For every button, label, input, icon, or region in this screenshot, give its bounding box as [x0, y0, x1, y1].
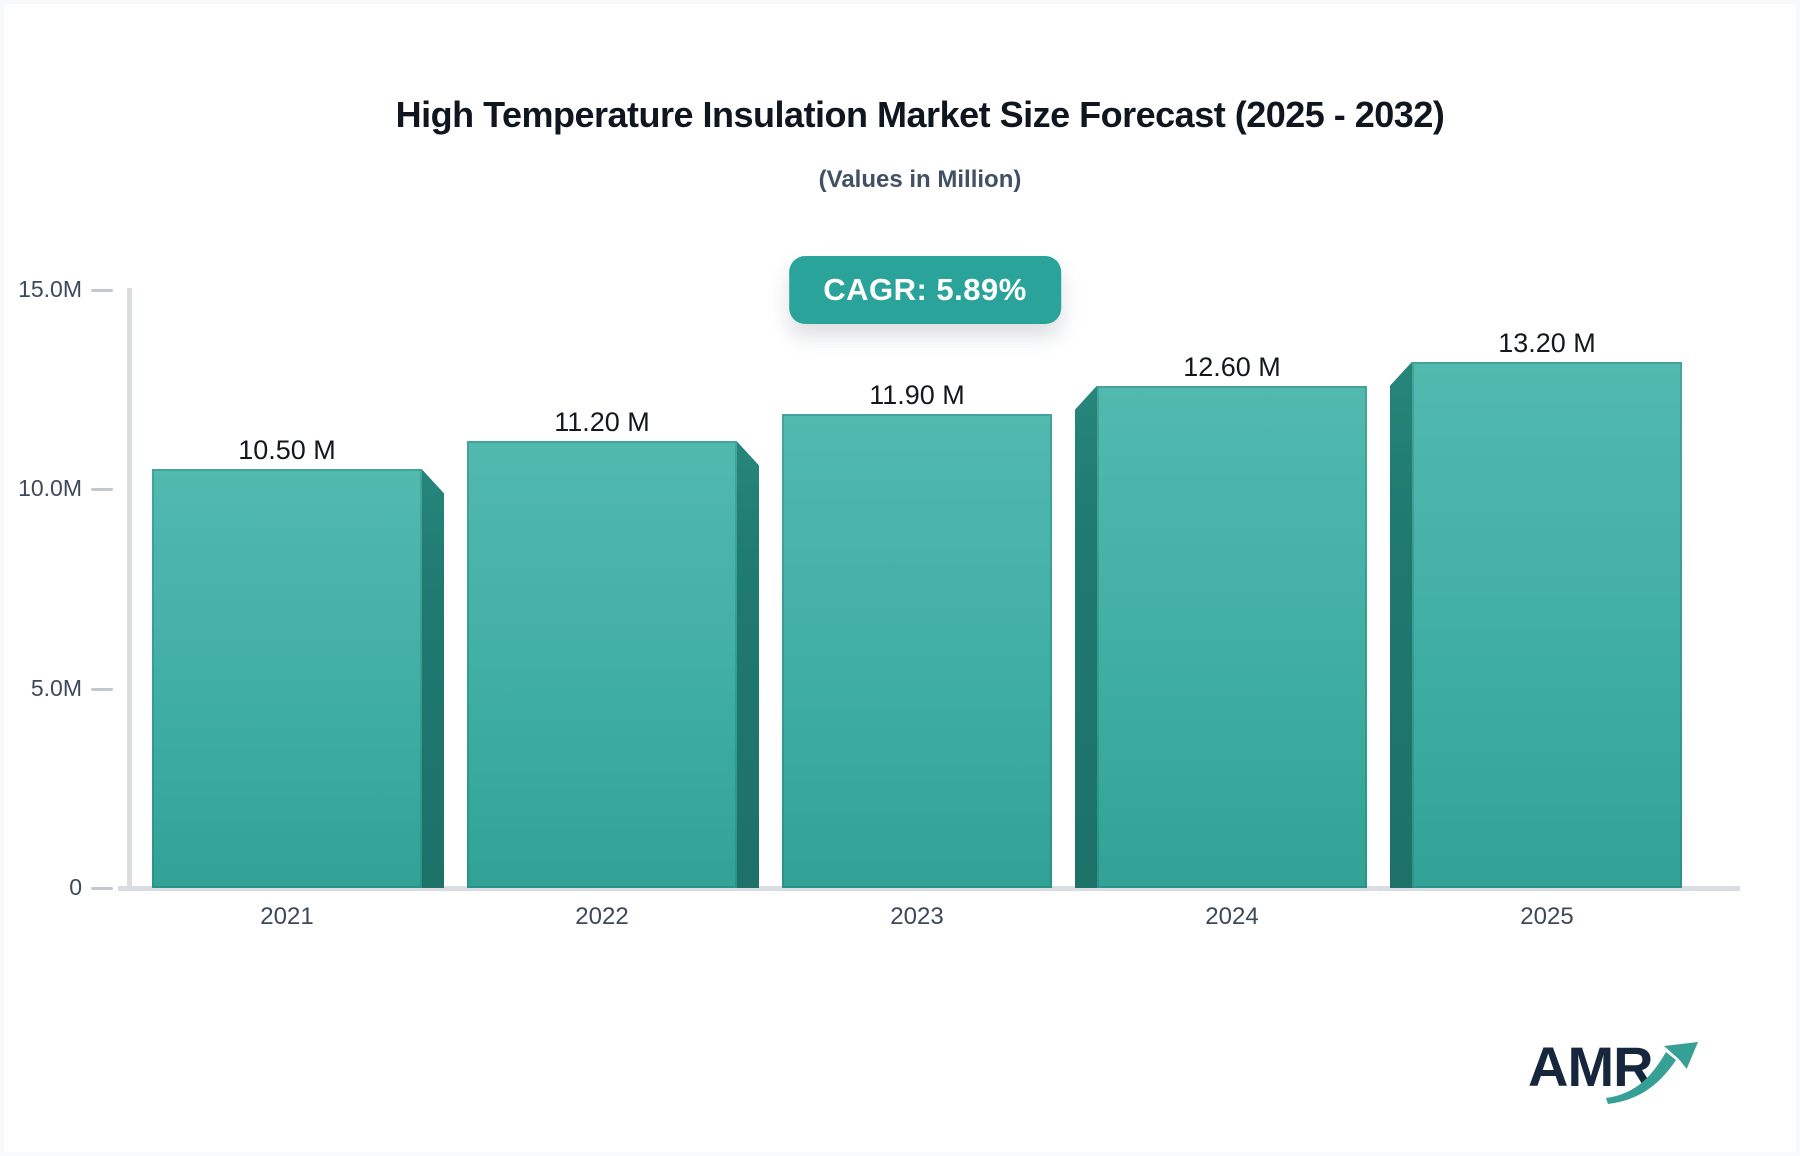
bar-2025	[1412, 361, 1682, 888]
bar-2024	[1097, 385, 1367, 888]
y-tick-label: 10.0M	[18, 475, 82, 502]
cagr-badge-label: CAGR: 5.89%	[823, 272, 1027, 307]
bar-value-label: 10.50 M	[238, 435, 336, 466]
bar-2022	[467, 441, 737, 888]
bar-value-label: 13.20 M	[1498, 327, 1596, 358]
x-axis-label-2025: 2025	[1520, 903, 1574, 930]
chart-subtitle: (Values in Million)	[818, 166, 1022, 193]
x-axis-label-2023: 2023	[890, 903, 944, 930]
y-tick-mark	[91, 687, 113, 691]
amr-logo: AMR	[1528, 1034, 1718, 1114]
bar-side-face	[422, 469, 444, 888]
y-tick-label: 5.0M	[30, 674, 82, 701]
x-axis-label-2024: 2024	[1205, 903, 1259, 930]
x-axis-line	[118, 886, 1740, 891]
bar-2021	[152, 469, 422, 888]
amr-logo-text: AMR	[1528, 1035, 1654, 1098]
x-axis-label-2021: 2021	[260, 903, 314, 930]
bar-value-label: 11.20 M	[554, 407, 650, 438]
cagr-badge: CAGR: 5.89%	[789, 256, 1061, 324]
y-axis-line	[127, 288, 132, 888]
y-tick-mark	[91, 488, 113, 492]
growth-arrow-icon	[1606, 1042, 1698, 1104]
bar-value-label: 12.60 M	[1183, 351, 1281, 382]
bar-side-face	[737, 441, 759, 888]
y-tick-mark	[91, 887, 113, 890]
bar-side-face	[1075, 385, 1097, 888]
bar-2023	[782, 413, 1052, 888]
chart-title: High Temperature Insulation Market Size …	[395, 94, 1445, 135]
bar-value-label: 11.90 M	[869, 379, 965, 410]
x-axis-label-2022: 2022	[575, 903, 629, 930]
bar-side-face	[1390, 361, 1412, 888]
y-tick-label: 15.0M	[18, 276, 82, 302]
y-tick-mark	[91, 289, 113, 292]
y-tick-label: 0	[69, 874, 82, 900]
